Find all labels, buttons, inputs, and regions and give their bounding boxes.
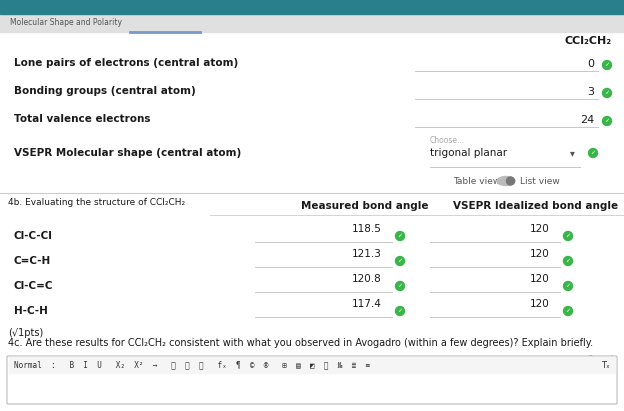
Text: Bonding groups (central atom): Bonding groups (central atom): [14, 86, 196, 96]
Text: ✓: ✓: [605, 90, 610, 95]
FancyBboxPatch shape: [7, 356, 617, 404]
Text: 117.4: 117.4: [352, 299, 382, 309]
Text: 120: 120: [530, 274, 550, 284]
Text: Saved: Saved: [588, 355, 614, 364]
Text: ✓: ✓: [565, 259, 570, 263]
Bar: [0, 14, 624, 32]
Text: ✓: ✓: [397, 259, 402, 263]
Circle shape: [603, 116, 612, 125]
Circle shape: [563, 282, 572, 291]
Text: Cl-C-Cl: Cl-C-Cl: [14, 231, 53, 241]
Text: Cl-C=C: Cl-C=C: [14, 281, 54, 291]
Text: ✓: ✓: [565, 233, 570, 238]
Text: 120: 120: [530, 299, 550, 309]
Text: ✓: ✓: [397, 284, 402, 289]
Text: 3: 3: [587, 87, 594, 97]
Text: Lone pairs of electrons (central atom): Lone pairs of electrons (central atom): [14, 58, 238, 68]
Text: C=C-H: C=C-H: [14, 256, 51, 266]
Text: trigonal planar: trigonal planar: [430, 148, 507, 158]
Bar: [0, 0, 624, 14]
Circle shape: [563, 231, 572, 240]
Text: Total valence electrons: Total valence electrons: [14, 114, 150, 124]
Text: ✓: ✓: [565, 309, 570, 314]
Text: 120: 120: [530, 224, 550, 234]
Text: Tₓ: Tₓ: [602, 360, 610, 369]
Text: Normal  :   B  I  U   X₂  X²  →   ☰  ☱  ☲   fₓ  ¶  ©  ®   ⊞  ▤  ◩  ⭮  №  ≣  ≡: Normal : B I U X₂ X² → ☰ ☱ ☲ fₓ ¶ © ® ⊞ …: [14, 360, 370, 369]
Text: ✓: ✓: [397, 233, 402, 238]
Text: 4c. Are these results for CCl₂CH₂ consistent with what you observed in Avogadro : 4c. Are these results for CCl₂CH₂ consis…: [8, 338, 593, 348]
Text: 120.8: 120.8: [353, 274, 382, 284]
Circle shape: [507, 177, 515, 185]
Circle shape: [603, 60, 612, 69]
Circle shape: [603, 88, 612, 97]
Circle shape: [396, 307, 404, 316]
Text: List view: List view: [520, 176, 560, 185]
Circle shape: [396, 282, 404, 291]
Text: Molecular Shape and Polarity: Molecular Shape and Polarity: [10, 18, 122, 28]
Text: (√1pts): (√1pts): [8, 328, 43, 338]
Circle shape: [563, 256, 572, 266]
Text: ✓: ✓: [565, 284, 570, 289]
Text: 4b. Evaluating the structure of CCl₂CH₂: 4b. Evaluating the structure of CCl₂CH₂: [8, 198, 185, 207]
Text: ▾: ▾: [570, 148, 575, 158]
Text: VSEPR Molecular shape (central atom): VSEPR Molecular shape (central atom): [14, 148, 241, 158]
Bar: [9, 357, 615, 373]
Text: H-C-H: H-C-H: [14, 306, 48, 316]
Text: 121.3: 121.3: [352, 249, 382, 259]
Text: CCl₂CH₂: CCl₂CH₂: [565, 36, 612, 46]
Circle shape: [563, 307, 572, 316]
Circle shape: [396, 231, 404, 240]
Text: 120: 120: [530, 249, 550, 259]
Text: Choose...: Choose...: [430, 136, 465, 145]
Text: ✓: ✓: [605, 62, 610, 67]
Circle shape: [396, 256, 404, 266]
Text: Measured bond angle: Measured bond angle: [301, 201, 429, 211]
Text: Table view: Table view: [453, 176, 500, 185]
Text: 0: 0: [587, 59, 594, 69]
Text: ✓: ✓: [397, 309, 402, 314]
Text: 24: 24: [580, 115, 594, 125]
Text: ✓: ✓: [590, 150, 596, 155]
Circle shape: [588, 148, 598, 157]
Ellipse shape: [497, 176, 515, 185]
Text: ✓: ✓: [605, 118, 610, 123]
Text: 118.5: 118.5: [352, 224, 382, 234]
Text: VSEPR Idealized bond angle: VSEPR Idealized bond angle: [454, 201, 618, 211]
